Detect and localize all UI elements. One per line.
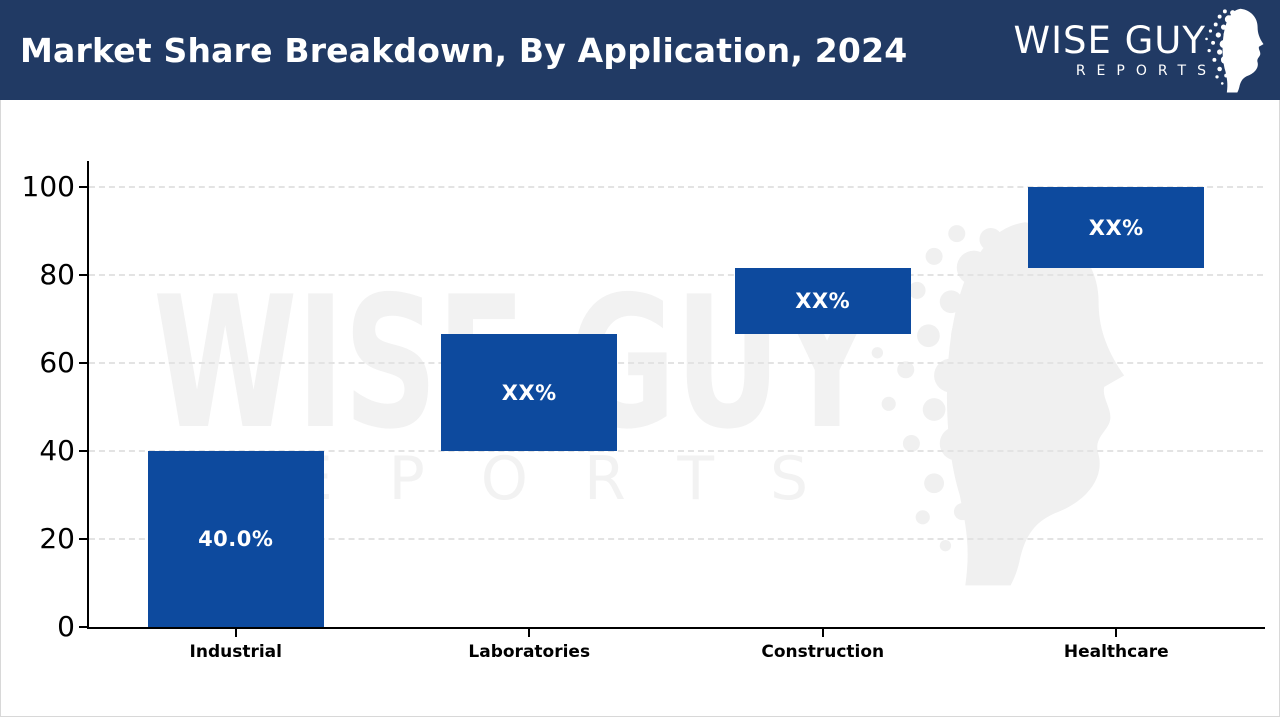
bar-value-label: XX% xyxy=(501,380,557,405)
logo-wordmark: WISE GUY xyxy=(1013,18,1206,62)
plot-area: 40.0% XX% XX% XX% xyxy=(89,163,1263,627)
x-category-label-laboratories: Laboratories xyxy=(468,642,591,662)
x-category-label-construction: Construction xyxy=(761,642,885,662)
gridline-40 xyxy=(89,450,1263,452)
y-tick-mark-20 xyxy=(79,538,87,540)
gridline-60 xyxy=(89,362,1263,364)
x-category-label-healthcare: Healthcare xyxy=(1063,642,1169,662)
y-tick-label-80: 80 xyxy=(39,258,75,291)
y-tick-mark-100 xyxy=(79,186,87,188)
gridline-20 xyxy=(89,538,1263,540)
y-tick-label-0: 0 xyxy=(57,610,75,643)
gridline-80 xyxy=(89,274,1263,276)
x-axis-line xyxy=(87,627,1265,629)
y-axis-line xyxy=(87,161,89,629)
bar-industrial: 40.0% xyxy=(147,451,324,627)
bar-laboratories: XX% xyxy=(441,334,618,451)
bar-value-label: XX% xyxy=(1088,215,1144,240)
y-tick-mark-80 xyxy=(79,274,87,276)
y-tick-label-20: 20 xyxy=(39,522,75,555)
brand-logo: WISE GUY REPORTS xyxy=(1014,0,1272,100)
bar-construction: XX% xyxy=(734,268,911,335)
y-tick-mark-40 xyxy=(79,450,87,452)
bar-value-label: 40.0% xyxy=(198,527,274,551)
x-tick-mark-laboratories xyxy=(528,629,531,637)
y-tick-mark-0 xyxy=(79,626,87,628)
chart-card: WISE GUY REPORTS 40.0% XX% XX% XX% 0 20 40 60 8… xyxy=(0,100,1280,717)
y-tick-label-100: 100 xyxy=(21,170,75,203)
logo-face-icon xyxy=(1200,5,1272,95)
gridline-100 xyxy=(89,186,1263,188)
x-tick-mark-healthcare xyxy=(1115,629,1118,637)
x-tick-mark-construction xyxy=(821,629,824,637)
logo-subtitle: REPORTS xyxy=(1075,62,1217,79)
x-tick-mark-industrial xyxy=(234,629,237,637)
brand-logo-text: WISE GUY REPORTS xyxy=(1014,22,1206,79)
x-category-label-industrial: Industrial xyxy=(189,642,282,662)
page-title: Market Share Breakdown, By Application, … xyxy=(20,30,908,70)
bar-value-label: XX% xyxy=(795,289,851,314)
y-tick-mark-60 xyxy=(79,362,87,364)
header-bar: Market Share Breakdown, By Application, … xyxy=(0,0,1280,100)
y-tick-label-60: 60 xyxy=(39,346,75,379)
y-tick-label-40: 40 xyxy=(39,434,75,467)
bar-healthcare: XX% xyxy=(1028,187,1205,269)
